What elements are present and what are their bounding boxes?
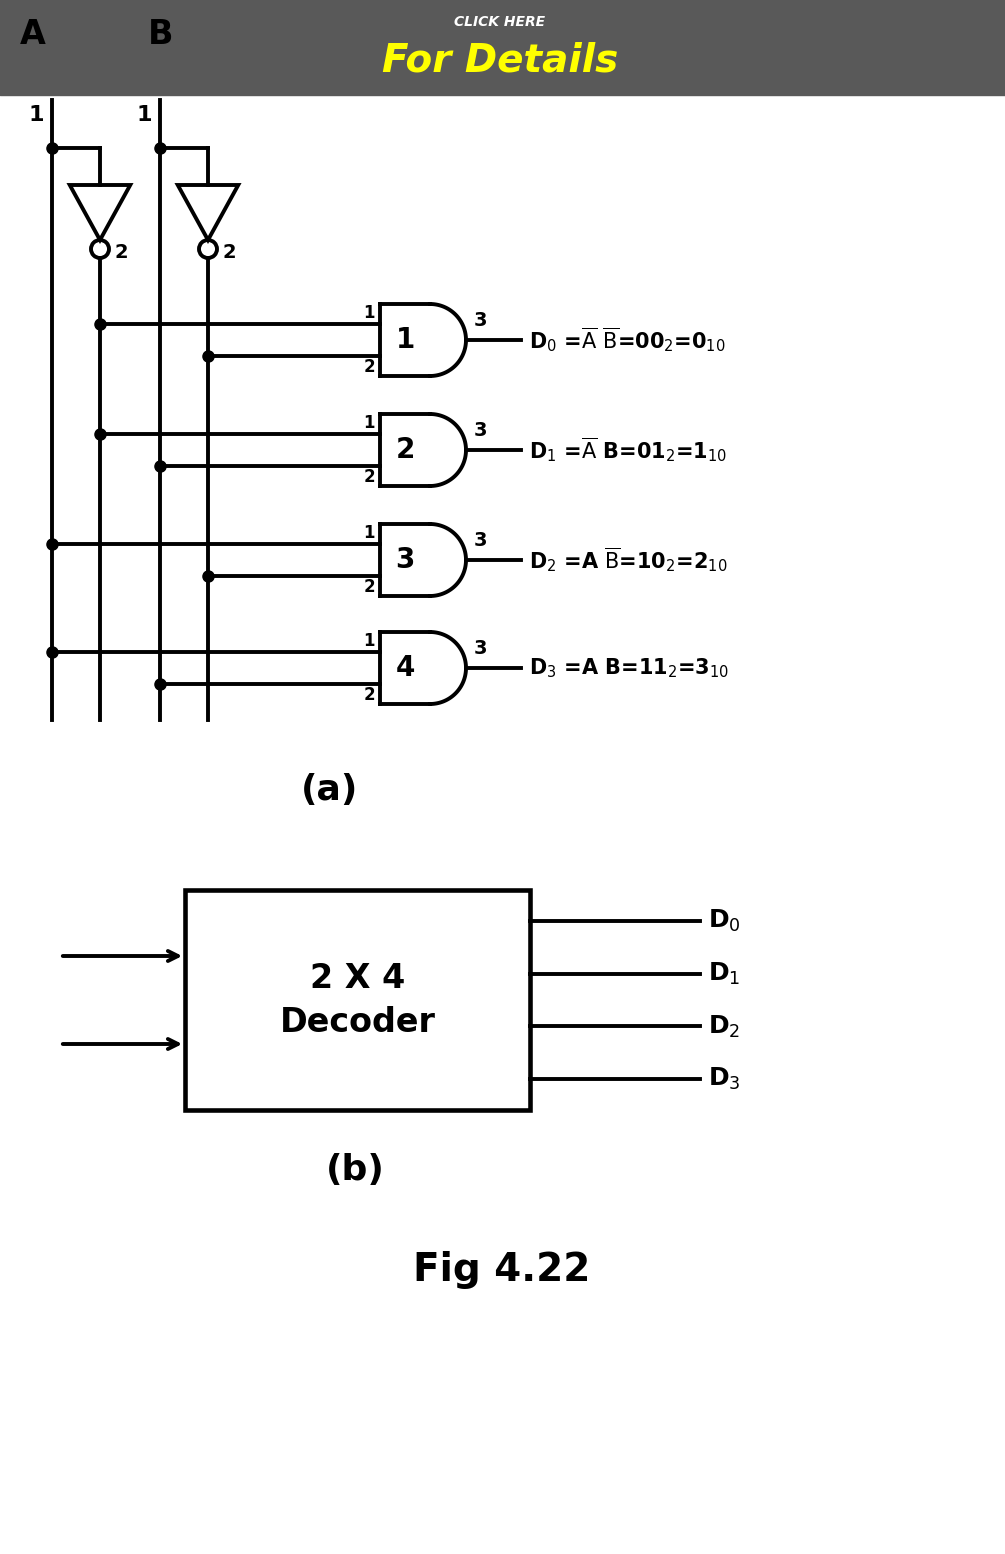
Text: 2: 2: [364, 578, 375, 595]
Text: D$_0$ =$\overline{\mathsf{A}}$ $\overline{\mathsf{B}}$=00$_2$=0$_{10}$: D$_0$ =$\overline{\mathsf{A}}$ $\overlin…: [529, 326, 726, 354]
Text: 2: 2: [364, 468, 375, 486]
Text: (a): (a): [302, 772, 359, 807]
Text: 1: 1: [364, 632, 375, 650]
Text: D$_3$: D$_3$: [708, 1066, 741, 1092]
Text: 2: 2: [222, 242, 235, 261]
Text: D$_3$ =A B=11$_2$=3$_{10}$: D$_3$ =A B=11$_2$=3$_{10}$: [529, 656, 729, 679]
Text: D$_2$: D$_2$: [708, 1013, 741, 1040]
Text: 1: 1: [395, 326, 415, 354]
Text: D$_2$ =A $\overline{\mathsf{B}}$=10$_2$=2$_{10}$: D$_2$ =A $\overline{\mathsf{B}}$=10$_2$=…: [529, 545, 728, 575]
Text: D$_1$: D$_1$: [708, 960, 741, 987]
Text: CLICK HERE: CLICK HERE: [454, 16, 546, 30]
Text: 3: 3: [474, 639, 487, 657]
Text: Fig 4.22: Fig 4.22: [413, 1251, 591, 1288]
Text: A: A: [20, 19, 46, 51]
Text: (b): (b): [326, 1153, 385, 1187]
Text: For Details: For Details: [382, 40, 618, 79]
Text: 2: 2: [364, 357, 375, 376]
Text: 1: 1: [364, 305, 375, 322]
Text: 1: 1: [364, 415, 375, 432]
Text: 3: 3: [474, 531, 487, 550]
Text: 3: 3: [474, 311, 487, 329]
Text: 1: 1: [364, 524, 375, 542]
Text: D$_1$ =$\overline{\mathsf{A}}$ B=01$_2$=1$_{10}$: D$_1$ =$\overline{\mathsf{A}}$ B=01$_2$=…: [529, 435, 728, 465]
Bar: [185, 890, 530, 1110]
Text: 4: 4: [395, 654, 415, 682]
Text: 1: 1: [28, 106, 44, 124]
Text: D$_0$: D$_0$: [708, 908, 741, 934]
Text: 3: 3: [395, 545, 415, 573]
Text: 1: 1: [137, 106, 152, 124]
Text: 2 X 4: 2 X 4: [310, 962, 405, 995]
Text: 3: 3: [474, 421, 487, 440]
Text: 2: 2: [395, 437, 415, 465]
Text: B: B: [148, 19, 174, 51]
Text: 2: 2: [114, 242, 128, 261]
Text: 2: 2: [364, 685, 375, 704]
Text: Decoder: Decoder: [279, 1005, 435, 1038]
